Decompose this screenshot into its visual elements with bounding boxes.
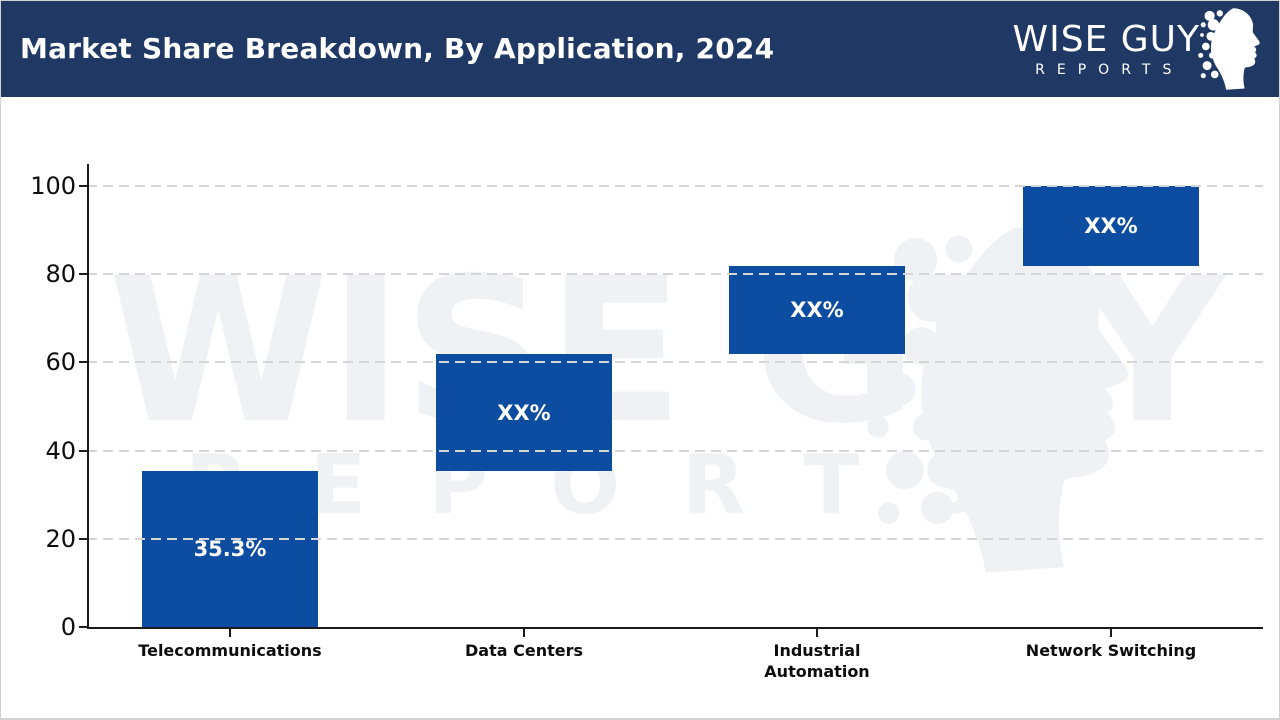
y-tick-mark-80 — [79, 273, 87, 276]
gridline-20 — [87, 537, 1263, 540]
bar-value-label-network-switching: XX% — [1084, 213, 1138, 238]
x-tick-mark-data-centers — [523, 629, 525, 637]
header-bar: Market Share Breakdown, By Application, … — [0, 0, 1280, 97]
y-tick-mark-40 — [79, 449, 87, 452]
y-tick-mark-100 — [79, 185, 87, 188]
y-tick-label-100: 100 — [30, 172, 76, 201]
logo-text: WISE GUY REPORTS — [1012, 19, 1201, 79]
y-tick-mark-60 — [79, 361, 87, 364]
bar-value-label-industrial-automation: XX% — [790, 298, 844, 323]
x-tick-mark-industrial-automation — [816, 629, 818, 637]
y-tick-mark-0 — [79, 626, 87, 628]
logo-wordmark: WISE GUY — [1012, 19, 1200, 60]
y-tick-label-40: 40 — [45, 436, 76, 465]
bar-data-centers — [436, 354, 612, 472]
page-title: Market Share Breakdown, By Application, … — [20, 32, 775, 65]
x-tick-mark-telecommunications — [229, 629, 231, 637]
y-axis-line — [87, 164, 89, 629]
bar-telecommunications — [142, 471, 318, 627]
y-tick-label-0: 0 — [60, 613, 76, 641]
x-tick-mark-network-switching — [1110, 629, 1112, 637]
gridline-80 — [87, 273, 1263, 276]
x-axis-label-network-switching: Network Switching — [1025, 641, 1197, 660]
gridline-100 — [87, 185, 1263, 188]
y-tick-label-20: 20 — [45, 524, 76, 553]
logo-subtitle: REPORTS — [1035, 62, 1184, 78]
y-tick-label-60: 60 — [45, 348, 76, 377]
x-axis-line — [87, 627, 1263, 629]
gridline-40 — [87, 449, 1263, 452]
x-axis-label-data-centers: Data Centers — [465, 641, 583, 660]
y-tick-label-80: 80 — [45, 260, 76, 289]
x-axis-label-telecommunications: Telecommunications — [138, 641, 322, 660]
wise-guy-logo: WISE GUY REPORTS — [1013, 4, 1267, 94]
x-axis-label-industrial-automation: Industrial Automation — [764, 641, 870, 681]
bar-value-label-data-centers: XX% — [497, 400, 551, 425]
bar-network-switching — [1023, 186, 1199, 266]
gridline-60 — [87, 361, 1263, 364]
y-tick-mark-20 — [79, 537, 87, 540]
logo-head-icon — [1198, 8, 1260, 90]
bar-industrial-automation — [729, 265, 905, 355]
bar-value-label-telecommunications: 35.3% — [193, 537, 267, 562]
